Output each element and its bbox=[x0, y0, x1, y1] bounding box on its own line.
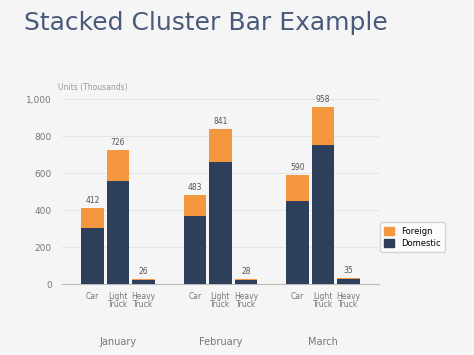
Bar bbox=[235, 279, 257, 280]
Text: March: March bbox=[308, 337, 338, 347]
Bar bbox=[209, 129, 232, 162]
Bar bbox=[235, 280, 257, 284]
Text: 26: 26 bbox=[139, 267, 148, 277]
Bar bbox=[107, 181, 129, 284]
Bar bbox=[337, 279, 360, 284]
Text: 590: 590 bbox=[290, 163, 305, 172]
Legend: Foreign, Domestic: Foreign, Domestic bbox=[380, 223, 445, 252]
Bar bbox=[81, 208, 104, 228]
Text: 412: 412 bbox=[85, 196, 100, 205]
Text: 958: 958 bbox=[316, 95, 330, 104]
Bar bbox=[286, 201, 309, 284]
Bar bbox=[132, 279, 155, 280]
Text: February: February bbox=[199, 337, 242, 347]
Text: 726: 726 bbox=[111, 138, 125, 147]
Bar bbox=[311, 144, 334, 284]
Bar bbox=[337, 278, 360, 279]
Text: 483: 483 bbox=[188, 183, 202, 192]
Text: 841: 841 bbox=[213, 117, 228, 126]
Bar bbox=[132, 280, 155, 284]
Bar bbox=[107, 150, 129, 181]
Text: January: January bbox=[100, 337, 137, 347]
Bar bbox=[311, 107, 334, 144]
Bar bbox=[286, 175, 309, 201]
Text: Units (Thousands): Units (Thousands) bbox=[58, 83, 128, 92]
Bar bbox=[209, 162, 232, 284]
Text: 35: 35 bbox=[344, 266, 353, 275]
Bar bbox=[183, 195, 206, 216]
Bar bbox=[81, 228, 104, 284]
Text: Stacked Cluster Bar Example: Stacked Cluster Bar Example bbox=[24, 11, 387, 35]
Bar bbox=[183, 216, 206, 284]
Text: 28: 28 bbox=[241, 267, 251, 276]
